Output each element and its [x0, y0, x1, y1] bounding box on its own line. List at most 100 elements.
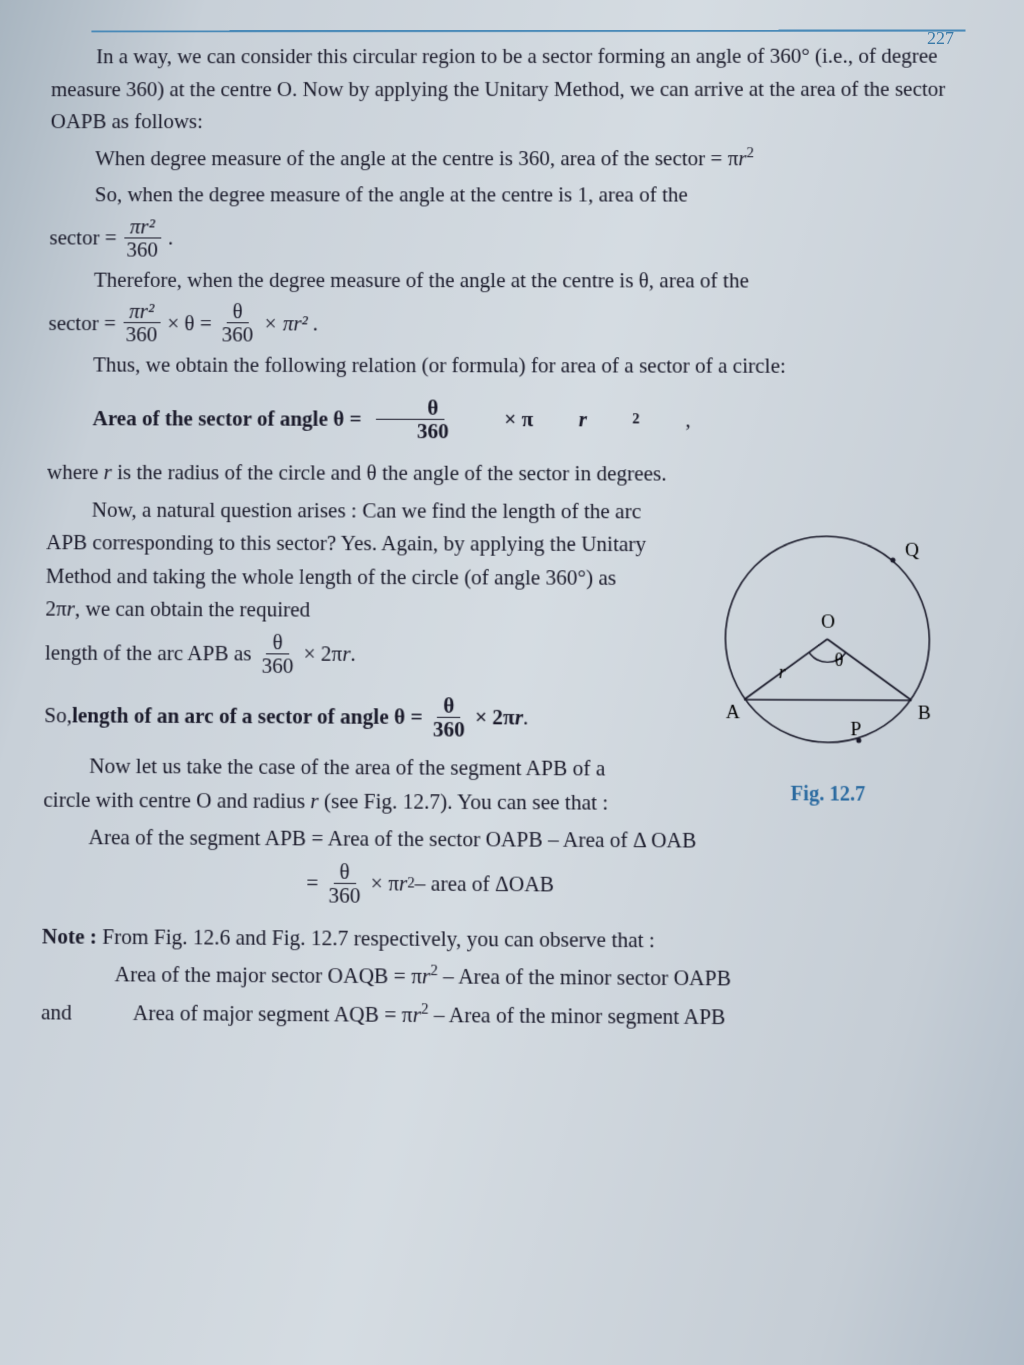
note-major-segment: Area of major segment AQB = πr2 – Area o…: [133, 996, 726, 1034]
numerator: θ: [437, 694, 460, 718]
numerator: θ: [333, 860, 356, 884]
denominator: 360: [120, 324, 164, 346]
label: sector =: [49, 221, 116, 254]
label-P: P: [850, 718, 861, 740]
bold-text: length of an arc of a sector of angle θ …: [72, 699, 423, 734]
formula-area-sector: Area of the sector of angle θ = θ 360 × …: [47, 396, 970, 444]
var-r: r: [413, 1002, 421, 1027]
denominator: 360: [255, 654, 299, 677]
text: × π: [371, 866, 399, 900]
paragraph-intro: In a way, we can consider this circular …: [51, 40, 967, 138]
text: (see Fig. 12.7). You can see that :: [319, 788, 609, 814]
formula-sector-1: sector = πr² 360 .: [49, 215, 968, 261]
text: × πr² .: [263, 311, 318, 335]
fraction: θ 360: [322, 860, 366, 907]
segment-formula: = θ 360 × πr2 – area of ΔOAB: [306, 860, 975, 911]
denominator: 360: [322, 884, 366, 907]
text: So,: [44, 699, 72, 733]
text: length of the arc APB as: [45, 636, 252, 670]
label-theta: θ: [834, 649, 843, 670]
var-r: r: [342, 637, 350, 670]
text: πr²: [130, 214, 155, 238]
label-B: B: [917, 702, 930, 724]
circle-diagram: Q O θ r A B P: [684, 510, 971, 769]
label-Q: Q: [904, 539, 919, 561]
var-r: r: [422, 964, 430, 989]
text: Area of major segment AQB = π: [133, 1000, 413, 1027]
text: ,: [640, 403, 691, 436]
figure-caption: Fig. 12.7: [682, 778, 974, 812]
paragraph-where: where r is the radius of the circle and …: [47, 456, 971, 492]
fraction: θ 360: [427, 694, 471, 741]
text: πr²: [129, 299, 154, 323]
header-rule: [91, 30, 965, 33]
note-text: From Fig. 12.6 and Fig. 12.7 respectivel…: [102, 924, 655, 952]
numerator: θ: [226, 300, 248, 323]
exponent: 2: [587, 408, 640, 431]
formula-arc-length: length of the arc APB as θ 360 × 2πr .: [45, 630, 657, 679]
text-column: Now, a natural question arises : Can we …: [43, 493, 657, 824]
text: – Area of the minor segment APB: [428, 1002, 725, 1029]
numerator: θ: [376, 396, 445, 420]
var-r: r: [399, 867, 407, 901]
row-with-figure: Now, a natural question arises : Can we …: [43, 493, 974, 825]
fraction: πr² 360: [120, 300, 164, 346]
note-label: Note :: [42, 923, 103, 948]
paragraph-arc-question: Now, a natural question arises : Can we …: [45, 493, 656, 628]
paragraph-thus: Thus, we obtain the following relation (…: [48, 349, 970, 384]
text: × θ =: [167, 307, 212, 340]
var-r: r: [533, 403, 587, 436]
text: .: [168, 221, 174, 254]
text: =: [306, 866, 318, 900]
var-r: r: [515, 701, 523, 735]
label-r: r: [778, 661, 786, 682]
paragraph-segment: Now let us take the case of the area of …: [43, 749, 657, 819]
label-O: O: [820, 611, 834, 633]
chord-AB: [744, 699, 911, 700]
exponent: 2: [407, 872, 415, 896]
numerator: πr²: [123, 300, 160, 323]
label-A: A: [725, 701, 739, 723]
denominator: 360: [427, 718, 471, 741]
denominator: 360: [120, 238, 164, 260]
note-and-row: and Area of major segment AQB = πr2 – Ar…: [41, 995, 977, 1040]
denominator: 360: [365, 420, 454, 443]
note-major-sector: Area of the major sector OAQB = πr2 – Ar…: [114, 958, 976, 998]
formula-arc-bold: So, length of an arc of a sector of angl…: [44, 692, 657, 741]
text: is the radius of the circle and θ the an…: [112, 460, 667, 486]
line-OA: [743, 638, 827, 699]
segment-equation: Area of the segment APB = Area of the se…: [43, 820, 975, 859]
text: × 2π: [304, 637, 343, 671]
point-Q: [890, 557, 895, 562]
figure-column: Q O θ r A B P Fig. 12.7: [681, 495, 974, 812]
text: , we can obtain the required: [75, 597, 310, 622]
text: × πr² .: [263, 307, 318, 340]
page-content: In a way, we can consider this circular …: [41, 30, 977, 1040]
text: × π: [459, 403, 533, 436]
paragraph-360: When degree measure of the angle at the …: [50, 142, 967, 175]
text: where: [47, 460, 104, 485]
text: – Area of the minor sector OAPB: [438, 964, 731, 991]
fraction: θ 360: [365, 396, 454, 442]
text: When degree measure of the angle at the …: [95, 146, 738, 170]
var-r: r: [310, 788, 318, 813]
fraction: θ 360: [216, 300, 260, 346]
note-paragraph: Note : From Fig. 12.6 and Fig. 12.7 resp…: [42, 919, 976, 959]
paragraph-theta: Therefore, when the degree measure of th…: [49, 263, 969, 297]
var-r: r: [104, 460, 112, 484]
text: .: [350, 637, 355, 670]
formula-sector-theta: sector = πr² 360 × θ = θ 360 × πr² .: [48, 300, 969, 347]
denominator: 360: [216, 324, 260, 346]
text: Area of the major sector OAQB = π: [114, 962, 422, 989]
numerator: πr²: [124, 215, 161, 238]
and-label: and: [41, 995, 72, 1029]
fraction: πr² 360: [120, 215, 164, 260]
label: sector =: [48, 306, 116, 339]
numerator: θ: [266, 631, 288, 655]
text: .: [523, 701, 528, 735]
paragraph-unit: So, when the degree measure of the angle…: [50, 178, 968, 211]
exponent: 2: [746, 145, 753, 161]
text: × 2π: [475, 701, 515, 735]
bold-text: Area of the sector of angle θ =: [47, 402, 361, 436]
fraction: θ 360: [255, 631, 299, 677]
